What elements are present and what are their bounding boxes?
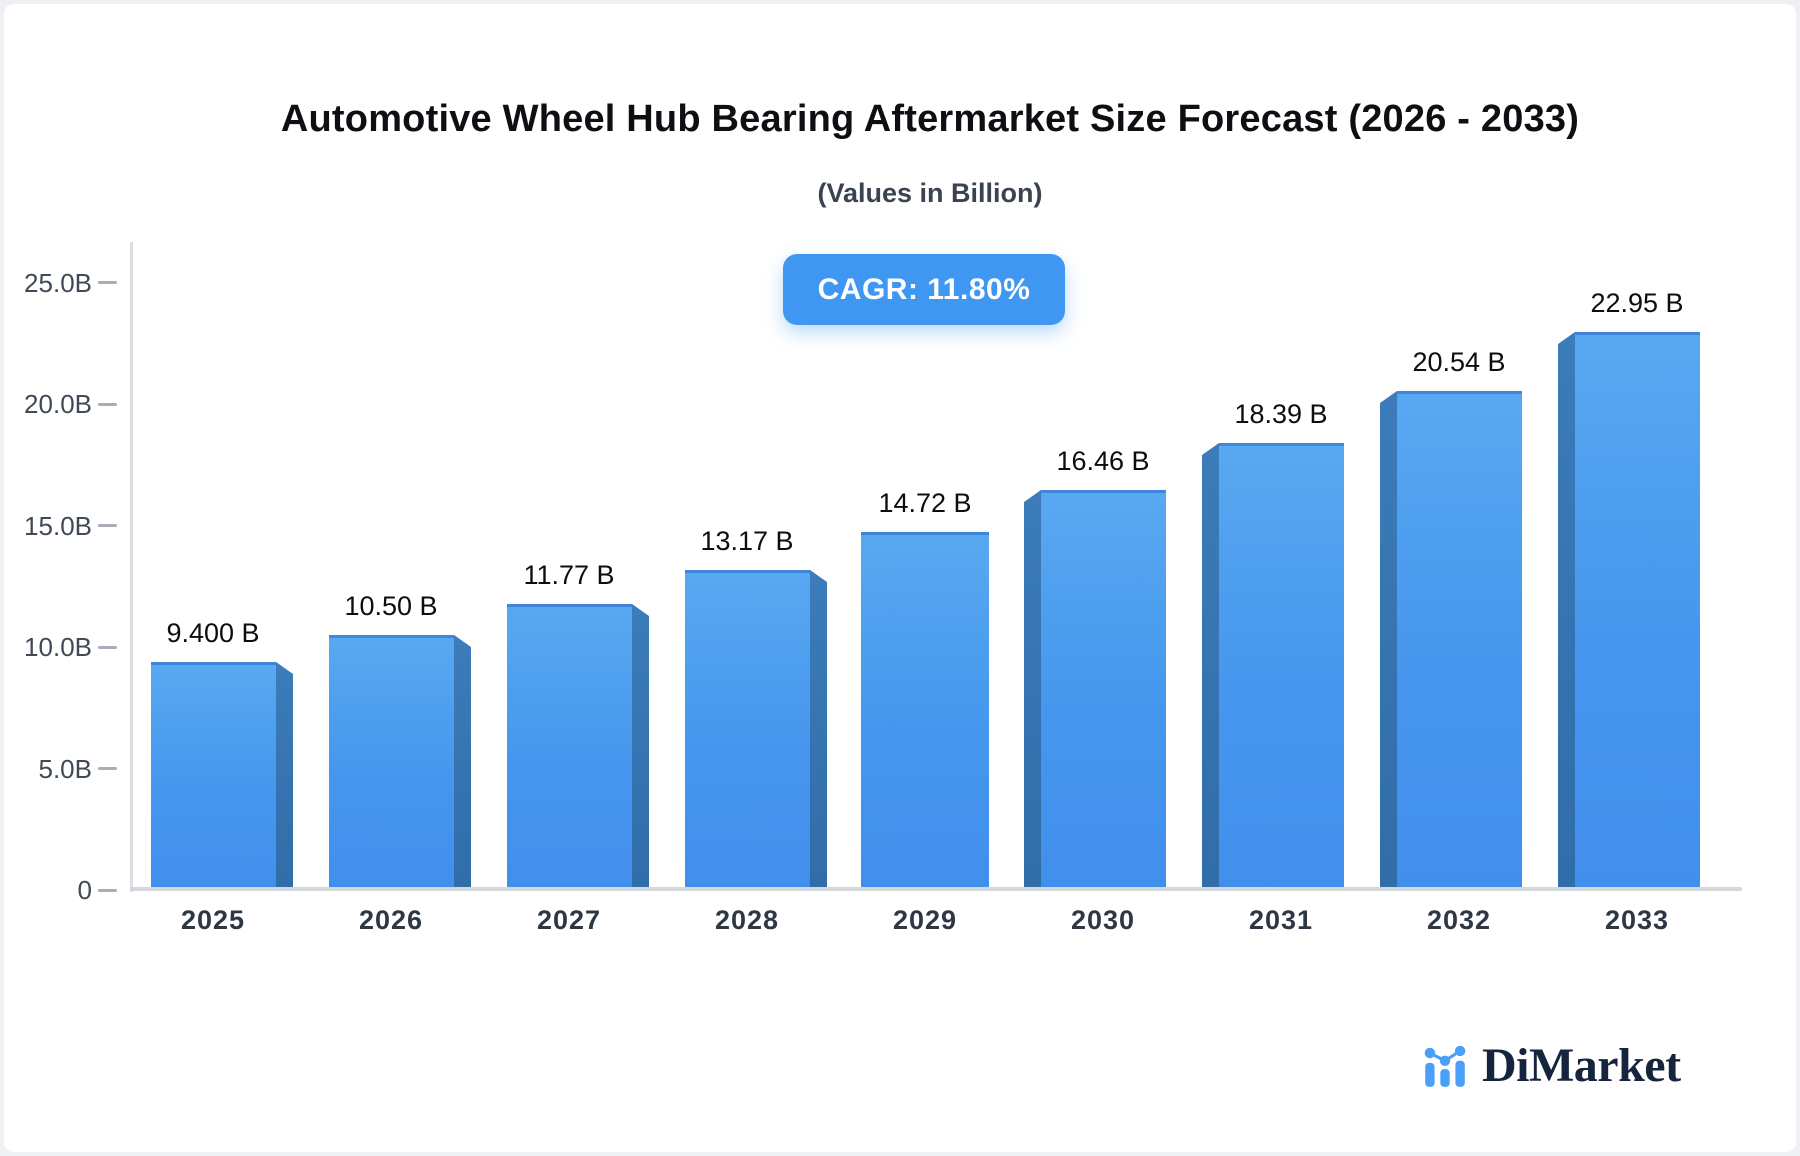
dimarket-logo-icon — [1424, 1045, 1466, 1087]
y-tick-label: 20.0B — [24, 389, 92, 419]
x-axis-label: 2032 — [1426, 905, 1492, 935]
bar-2025 — [151, 662, 276, 890]
bar-3d-side — [454, 635, 471, 890]
chart-subtitle: (Values in Billion) — [817, 178, 1043, 208]
x-axis-label: 2030 — [1070, 905, 1136, 935]
bar-3d-side — [1024, 490, 1041, 890]
bar-2027 — [507, 604, 632, 890]
bar-value-label: 11.77 B — [523, 560, 615, 590]
bar-2028 — [685, 570, 810, 890]
y-tick-label: 25.0B — [24, 267, 92, 298]
y-axis-line — [130, 242, 133, 892]
bar-2032 — [1397, 391, 1522, 890]
x-axis-label: 2028 — [714, 905, 780, 935]
bar-value-label: 22.95 B — [1590, 288, 1684, 318]
bar-3d-side — [1558, 332, 1575, 890]
x-axis-label: 2026 — [358, 905, 424, 935]
chart-title: Automotive Wheel Hub Bearing Aftermarket… — [280, 98, 1580, 140]
bar-3d-side — [276, 662, 293, 890]
bar-value-label: 13.17 B — [700, 526, 794, 556]
x-axis-label: 2029 — [892, 905, 958, 935]
x-axis-label: 2025 — [180, 905, 246, 935]
y-tick-mark — [98, 888, 117, 892]
bar-3d-side — [1202, 443, 1219, 890]
bar-value-label: 14.72 B — [878, 488, 972, 518]
bar-2029 — [861, 532, 989, 890]
bar-2030 — [1041, 490, 1166, 890]
x-axis-line — [130, 887, 1742, 891]
y-tick-mark — [98, 402, 117, 406]
x-axis-label: 2033 — [1604, 905, 1670, 935]
y-tick-mark — [98, 524, 117, 527]
bar-3d-side — [632, 604, 649, 890]
x-axis-label: 2027 — [536, 905, 602, 935]
y-tick-label: 0 — [77, 875, 92, 905]
y-tick-mark — [98, 281, 117, 284]
bar-2033 — [1575, 332, 1700, 890]
bar-value-label: 20.54 B — [1412, 347, 1506, 377]
dimarket-logo: DiMarket — [1420, 1038, 1681, 1093]
bar-3d-side — [810, 570, 827, 890]
y-tick-label: 15.0B — [24, 510, 92, 541]
bar-3d-side — [1380, 391, 1397, 890]
y-tick-mark — [98, 645, 117, 649]
bar-2026 — [329, 635, 454, 890]
dimarket-logo-text: DiMarket — [1482, 1039, 1681, 1092]
bar-value-label: 9.400 B — [166, 618, 260, 648]
bar-value-label: 16.46 B — [1056, 446, 1150, 476]
y-tick-label: 10.0B — [24, 632, 92, 662]
cagr-badge: CAGR: 11.80% — [783, 254, 1065, 325]
y-tick-mark — [98, 767, 117, 770]
bar-value-label: 10.50 B — [344, 591, 438, 621]
bar-2031 — [1219, 443, 1344, 890]
y-tick-label: 5.0B — [38, 753, 93, 784]
bar-value-label: 18.39 B — [1234, 399, 1328, 429]
x-axis-label: 2031 — [1248, 905, 1314, 935]
